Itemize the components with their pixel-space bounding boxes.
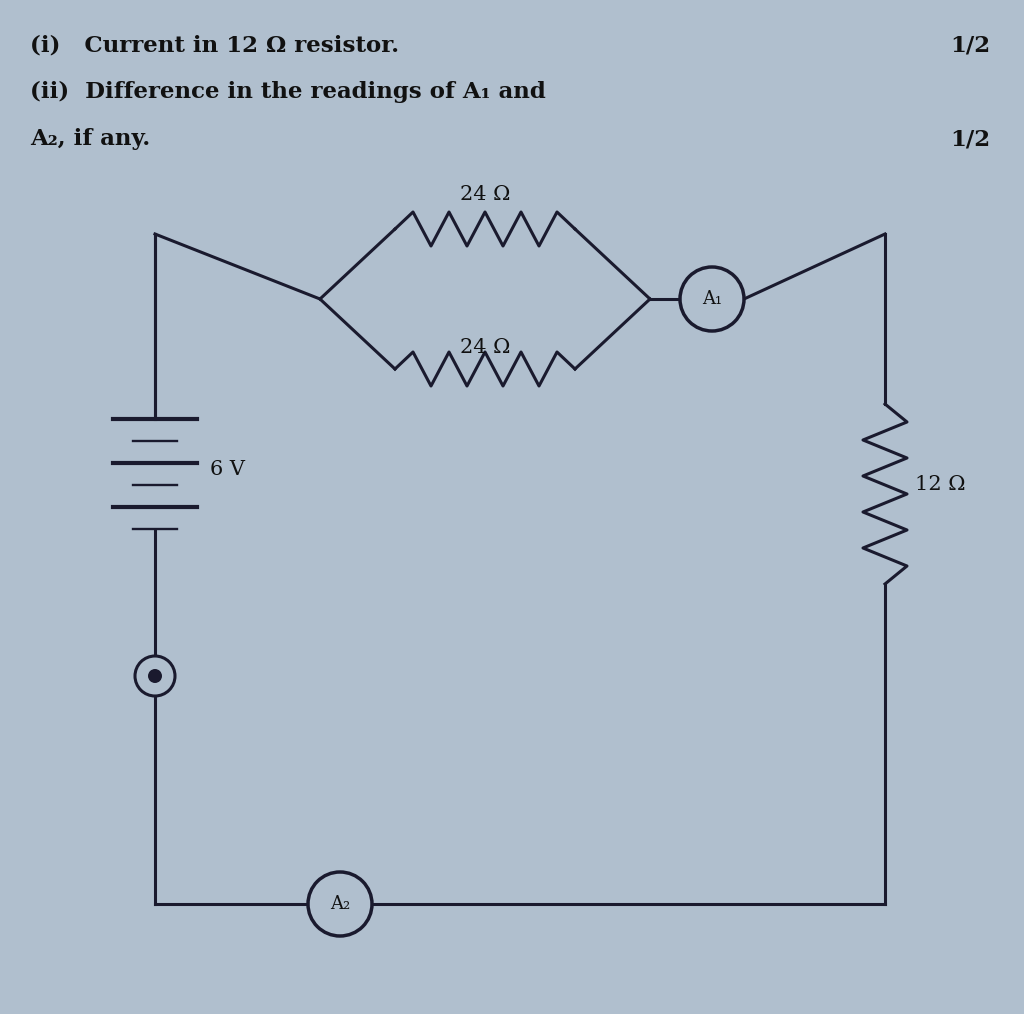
Text: 1/2: 1/2 <box>950 128 990 150</box>
Text: 1/2: 1/2 <box>950 34 990 56</box>
Text: 24 Ω: 24 Ω <box>460 185 510 204</box>
Circle shape <box>680 267 744 331</box>
Text: A₂, if any.: A₂, if any. <box>30 128 151 150</box>
Text: A₂: A₂ <box>330 895 350 913</box>
Circle shape <box>308 872 372 936</box>
Text: 24 Ω: 24 Ω <box>460 338 510 357</box>
Text: A₁: A₁ <box>701 290 722 308</box>
Text: (i)   Current in 12 Ω resistor.: (i) Current in 12 Ω resistor. <box>30 34 399 56</box>
Text: 12 Ω: 12 Ω <box>915 475 966 494</box>
Text: (ii)  Difference in the readings of A₁ and: (ii) Difference in the readings of A₁ an… <box>30 81 546 103</box>
Circle shape <box>148 669 162 683</box>
Text: 6 V: 6 V <box>210 459 245 479</box>
